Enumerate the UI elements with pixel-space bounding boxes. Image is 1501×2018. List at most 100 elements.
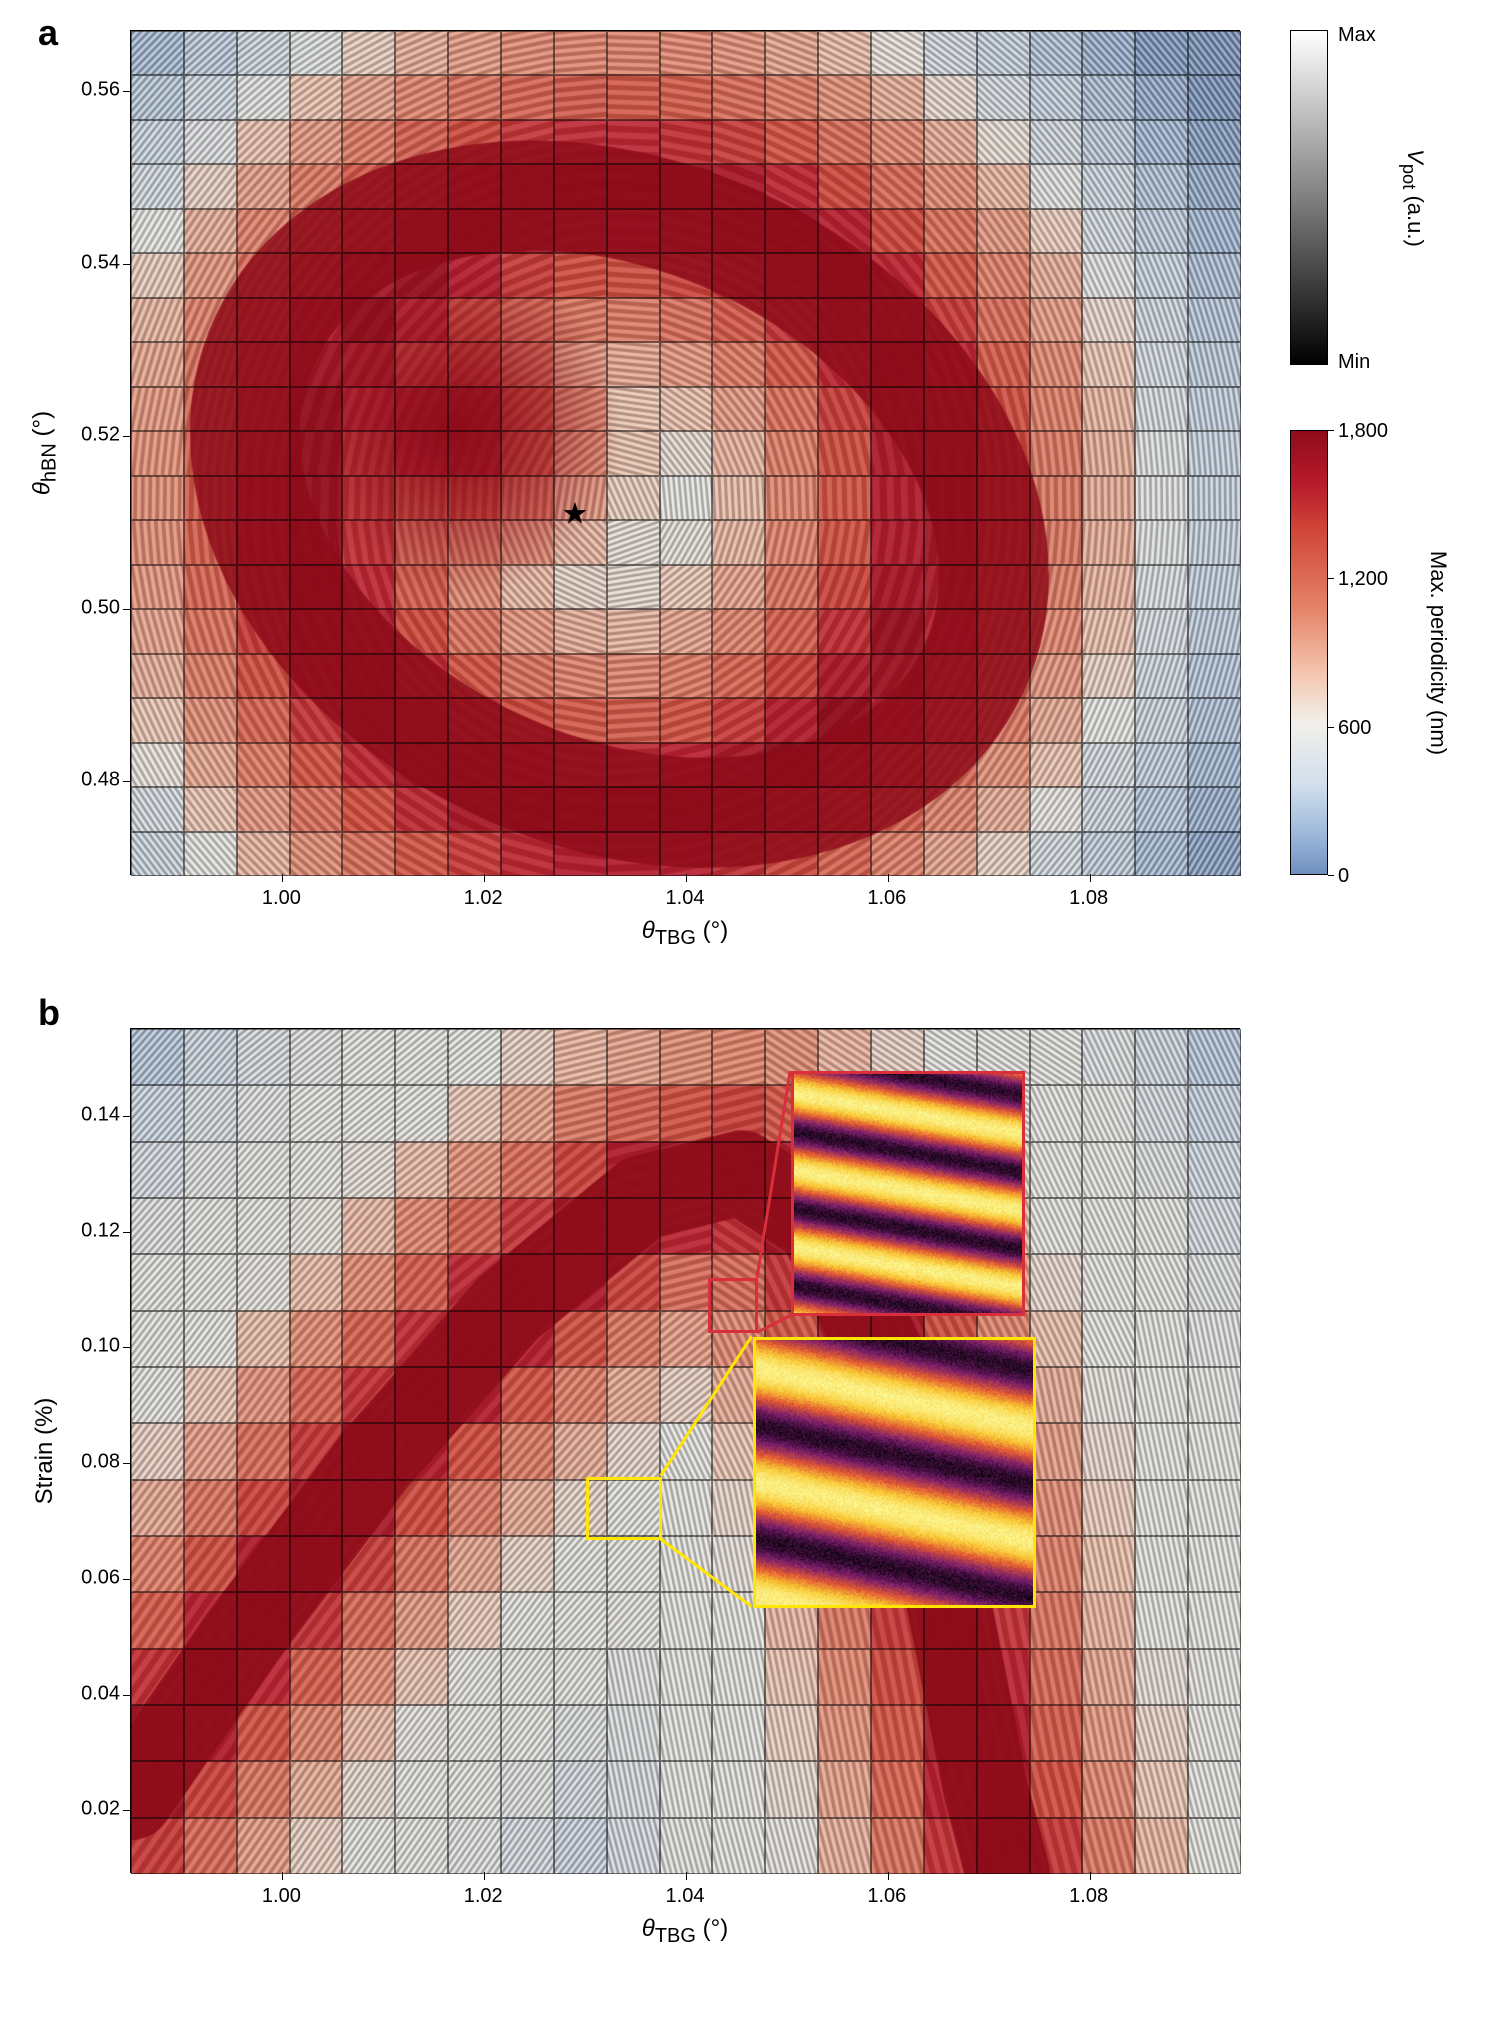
panel-b-cell [290,1592,343,1648]
panel-a-cell [712,31,765,75]
panel-a-cell [554,253,607,297]
panel-a-cell [1188,253,1241,297]
panel-b-cell [1188,1818,1241,1874]
panel-b-cell [342,1592,395,1648]
panel-b-cell [184,1818,237,1874]
inset-yellow [753,1337,1036,1607]
panel-a-cell [1082,609,1135,653]
panel-a-cell [395,164,448,208]
panel-b-cell [554,1818,607,1874]
panel-a-cell [871,787,924,831]
panel-a-cell [395,31,448,75]
panel-a-cell [712,787,765,831]
panel-a-cell [237,609,290,653]
panel-b-cell [448,1705,501,1761]
panel-a-cell [237,120,290,164]
panel-b-cell [554,1311,607,1367]
panel-a-cell [342,209,395,253]
panel-a-cell [448,209,501,253]
panel-b-cell [448,1311,501,1367]
panel-a-cell [1082,31,1135,75]
panel-a-cell [924,387,977,431]
panel-a-cell [818,565,871,609]
panel-a-cell [871,832,924,876]
panel-a-cell [395,565,448,609]
panel-b-cell [1135,1142,1188,1198]
panel-a-cell [1082,298,1135,342]
panel-a-cell [712,298,765,342]
y-tick-label: 0.56 [60,79,120,102]
x-tick-mark [484,1872,485,1880]
panel-a-cell [1188,120,1241,164]
panel-a-cell [237,565,290,609]
panel-b-cell [131,1592,184,1648]
panel-a-cell [501,298,554,342]
panel-b-cell [712,1818,765,1874]
panel-b-cell [1135,1705,1188,1761]
panel-b-cell [607,1818,660,1874]
panel-a-cell [501,520,554,564]
colorbar-vpot-title: Vpot (a.u.) [1398,149,1428,247]
panel-a-cell [184,698,237,742]
panel-a-cell [131,253,184,297]
panel-a-cell [712,75,765,119]
panel-b-cell [712,1029,765,1085]
panel-a-cell [871,164,924,208]
panel-a-cell [290,387,343,431]
panel-b-cell [871,1818,924,1874]
panel-b-cell [290,1085,343,1141]
panel-a-cell [977,164,1030,208]
panel-b-cell [1030,1142,1083,1198]
colorbar-periodicity-title: Max. periodicity (nm) [1425,550,1451,754]
panel-a-cell [1082,253,1135,297]
panel-a-cell [395,743,448,787]
panel-a-cell [977,609,1030,653]
panel-a-cell [395,654,448,698]
panel-b-cell [712,1761,765,1817]
panel-a-cell [290,253,343,297]
panel-a-star-marker: ★ [562,496,589,531]
panel-a-cell [184,565,237,609]
panel-b-cell [554,1705,607,1761]
y-tick-mark [123,1232,131,1233]
panel-b-cell [184,1705,237,1761]
panel-a-cell [1135,75,1188,119]
panel-a-cell [765,253,818,297]
panel-b-cell [184,1480,237,1536]
panel-a-cell [184,476,237,520]
panel-b-cell [184,1367,237,1423]
panel-a-cell [184,431,237,475]
panel-a-cell [1135,520,1188,564]
panel-a-cell [871,31,924,75]
panel-a-cell [1135,387,1188,431]
panel-a-cell [237,743,290,787]
panel-b-cell [290,1142,343,1198]
inset-yellow-canvas [756,1340,1033,1604]
panel-a-cell [554,209,607,253]
colorbar-periodicity-tick: 0 [1338,865,1349,888]
panel-a-cell [554,387,607,431]
panel-b-cell [342,1254,395,1310]
panel-a-cell [395,520,448,564]
y-tick-mark [123,91,131,92]
panel-a-cell [818,431,871,475]
panel-b-cell [977,1705,1030,1761]
panel-b-cell [607,1592,660,1648]
panel-a-cell [1188,654,1241,698]
panel-b-cell [1030,1480,1083,1536]
panel-b-cell [290,1311,343,1367]
panel-a-cell [342,120,395,164]
panel-b-cell [501,1254,554,1310]
panel-b-cell [1188,1761,1241,1817]
panel-b-cell [342,1085,395,1141]
panel-a-cell [1030,743,1083,787]
panel-b-cell [184,1198,237,1254]
panel-a-cell [1188,31,1241,75]
panel-b-cell [765,1649,818,1705]
panel-a-cell [448,609,501,653]
panel-a-cell [765,387,818,431]
panel-b-cell [607,1423,660,1479]
colorbar-vpot-label: Max [1338,24,1376,47]
panel-a-cell [712,609,765,653]
panel-a-plot: ★ [130,30,1240,875]
